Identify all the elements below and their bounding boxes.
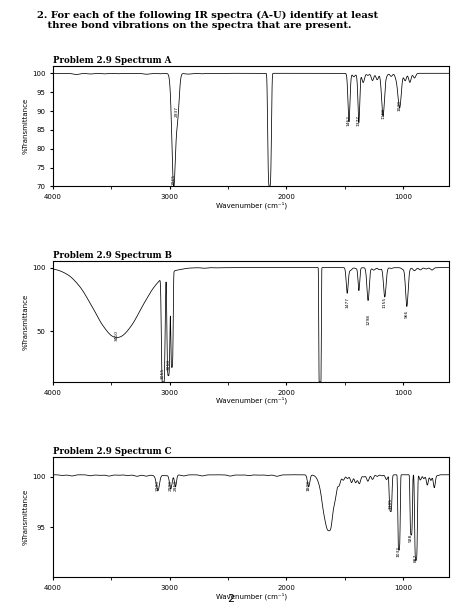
X-axis label: Wavenumber (cm⁻¹): Wavenumber (cm⁻¹) <box>216 397 287 404</box>
Text: 1377: 1377 <box>357 115 361 126</box>
Y-axis label: %Transmittance: %Transmittance <box>23 98 29 154</box>
X-axis label: Wavenumber (cm⁻¹): Wavenumber (cm⁻¹) <box>216 202 287 209</box>
Text: 3055: 3055 <box>161 368 165 379</box>
Text: Problem 2.9 Spectrum C: Problem 2.9 Spectrum C <box>53 447 171 456</box>
Text: 1298: 1298 <box>366 314 370 325</box>
Text: 2: 2 <box>227 594 234 604</box>
Text: 1477: 1477 <box>345 297 349 308</box>
Text: 1155: 1155 <box>383 297 387 308</box>
Y-axis label: %Transmittance: %Transmittance <box>23 294 29 350</box>
Text: 887: 887 <box>414 554 418 562</box>
Text: Problem 2.9 Spectrum B: Problem 2.9 Spectrum B <box>53 252 172 261</box>
Text: 1168: 1168 <box>381 108 385 119</box>
Text: 966: 966 <box>405 310 409 319</box>
Text: 3010: 3010 <box>166 359 171 370</box>
Text: 2990: 2990 <box>169 480 173 491</box>
Text: 2. For each of the following IR spectra (A-U) identify at least
   three bond vi: 2. For each of the following IR spectra … <box>37 11 378 30</box>
Text: 2965: 2965 <box>171 174 176 185</box>
Text: 1033: 1033 <box>397 546 401 557</box>
Text: 3100: 3100 <box>156 480 160 491</box>
Text: 1105: 1105 <box>389 498 393 509</box>
Text: 1808: 1808 <box>307 480 311 491</box>
Y-axis label: %Transmittance: %Transmittance <box>23 489 29 545</box>
Text: 2950: 2950 <box>173 480 177 491</box>
Text: 928: 928 <box>409 534 413 542</box>
Text: 1462: 1462 <box>347 115 351 126</box>
Text: 2937: 2937 <box>175 106 179 117</box>
Text: Problem 2.9 Spectrum A: Problem 2.9 Spectrum A <box>53 56 171 65</box>
Text: 3410: 3410 <box>115 330 119 341</box>
Text: 1030: 1030 <box>397 100 402 111</box>
X-axis label: Wavenumber (cm⁻¹): Wavenumber (cm⁻¹) <box>216 593 287 600</box>
